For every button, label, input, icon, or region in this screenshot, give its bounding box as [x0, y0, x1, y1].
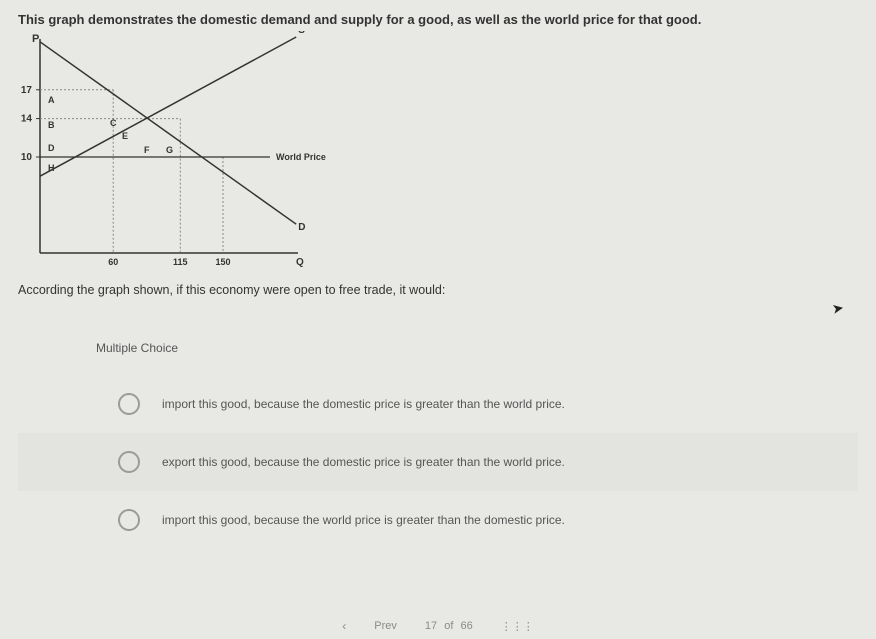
- multiple-choice-block: Multiple Choice import this good, becaus…: [18, 341, 858, 549]
- page-position: 17 of 66: [425, 620, 473, 632]
- menu-icon[interactable]: ⋮⋮⋮: [501, 620, 534, 633]
- svg-text:150: 150: [215, 257, 230, 267]
- prev-button[interactable]: Prev: [374, 620, 397, 632]
- svg-text:E: E: [122, 131, 128, 141]
- chevron-left-icon[interactable]: ‹: [342, 619, 346, 633]
- svg-text:G: G: [166, 145, 173, 155]
- svg-text:S: S: [298, 31, 305, 36]
- mc-heading: Multiple Choice: [96, 341, 858, 355]
- intro-text: This graph demonstrates the domestic dem…: [18, 12, 858, 27]
- choice-text: import this good, because the domestic p…: [162, 397, 565, 411]
- choice-row[interactable]: export this good, because the domestic p…: [18, 433, 858, 491]
- footer-nav: ‹ Prev 17 of 66 ⋮⋮⋮: [0, 613, 876, 639]
- svg-text:17: 17: [21, 85, 33, 96]
- svg-text:H: H: [48, 163, 55, 173]
- svg-text:B: B: [48, 120, 55, 130]
- choice-text: export this good, because the domestic p…: [162, 455, 565, 469]
- supply-demand-graph: P 17141060115150World PriceSDABCDEFGHQ: [14, 31, 354, 281]
- svg-text:115: 115: [173, 257, 188, 267]
- radio-icon[interactable]: [118, 509, 140, 531]
- svg-text:F: F: [144, 145, 150, 155]
- svg-text:Q: Q: [296, 257, 304, 268]
- svg-text:A: A: [48, 95, 55, 105]
- question-text: According the graph shown, if this econo…: [18, 283, 858, 297]
- choice-text: import this good, because the world pric…: [162, 513, 565, 527]
- svg-text:World Price: World Price: [276, 152, 326, 162]
- cursor-icon: ➤: [831, 299, 846, 318]
- svg-text:60: 60: [108, 257, 118, 267]
- radio-icon[interactable]: [118, 451, 140, 473]
- radio-icon[interactable]: [118, 393, 140, 415]
- svg-text:D: D: [298, 222, 305, 233]
- svg-text:C: C: [110, 118, 117, 128]
- svg-text:14: 14: [21, 114, 33, 125]
- choice-row[interactable]: import this good, because the domestic p…: [18, 375, 858, 433]
- svg-text:D: D: [48, 143, 55, 153]
- svg-text:10: 10: [21, 152, 33, 163]
- choice-row[interactable]: import this good, because the world pric…: [18, 491, 858, 549]
